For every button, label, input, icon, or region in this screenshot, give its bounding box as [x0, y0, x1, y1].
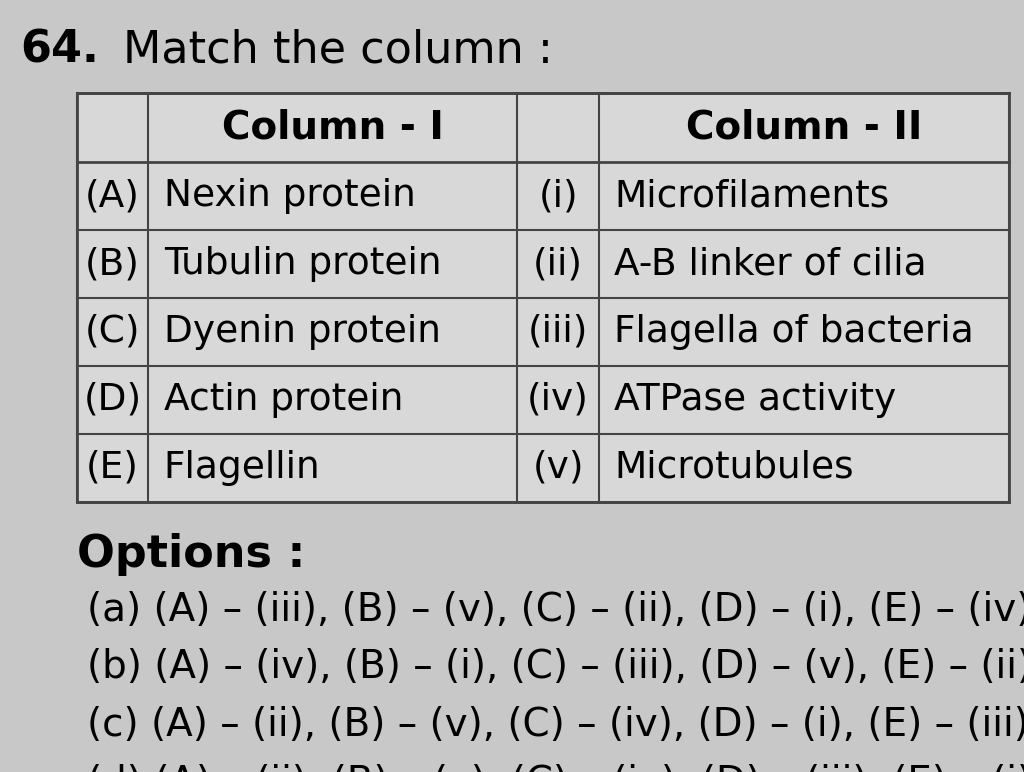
Bar [77, 93, 1009, 502]
Text: (v): (v) [532, 450, 584, 486]
Text: (B): (B) [85, 246, 140, 282]
Text: Column - I: Column - I [222, 108, 443, 147]
Text: Dyenin protein: Dyenin protein [164, 314, 440, 350]
Text: (iii): (iii) [528, 314, 588, 350]
Text: (iv): (iv) [527, 382, 589, 418]
Text: (ii): (ii) [534, 246, 583, 282]
Text: Microtubules: Microtubules [614, 450, 854, 486]
Text: Nexin protein: Nexin protein [164, 178, 416, 214]
Text: A-B linker of cilia: A-B linker of cilia [614, 246, 927, 282]
Text: (b) (A) – (iv), (B) – (i), (C) – (iii), (D) – (v), (E) – (ii): (b) (A) – (iv), (B) – (i), (C) – (iii), … [87, 648, 1024, 686]
Text: Microfilaments: Microfilaments [614, 178, 890, 214]
Text: (d) (A) – (ii), (B) – (v), (C) – (iv), (D) – (iii), (E) – (i): (d) (A) – (ii), (B) – (v), (C) – (iv), (… [87, 764, 1024, 772]
Text: Options :: Options : [77, 533, 305, 576]
Text: (i): (i) [539, 178, 578, 214]
Text: ATPase activity: ATPase activity [614, 382, 897, 418]
Text: (E): (E) [86, 450, 139, 486]
Text: Actin protein: Actin protein [164, 382, 403, 418]
Text: Column - II: Column - II [686, 108, 922, 147]
Text: (c) (A) – (ii), (B) – (v), (C) – (iv), (D) – (i), (E) – (iii): (c) (A) – (ii), (B) – (v), (C) – (iv), (… [87, 706, 1024, 744]
Text: Tubulin protein: Tubulin protein [164, 246, 441, 282]
Text: (D): (D) [84, 382, 141, 418]
Text: 64.: 64. [20, 29, 99, 72]
Text: (a) (A) – (iii), (B) – (v), (C) – (ii), (D) – (i), (E) – (iv): (a) (A) – (iii), (B) – (v), (C) – (ii), … [87, 591, 1024, 628]
Text: (A): (A) [85, 178, 140, 214]
Text: Flagellin: Flagellin [164, 450, 321, 486]
Text: Match the column :: Match the column : [123, 29, 553, 72]
Text: Flagella of bacteria: Flagella of bacteria [614, 314, 974, 350]
Text: (C): (C) [85, 314, 140, 350]
